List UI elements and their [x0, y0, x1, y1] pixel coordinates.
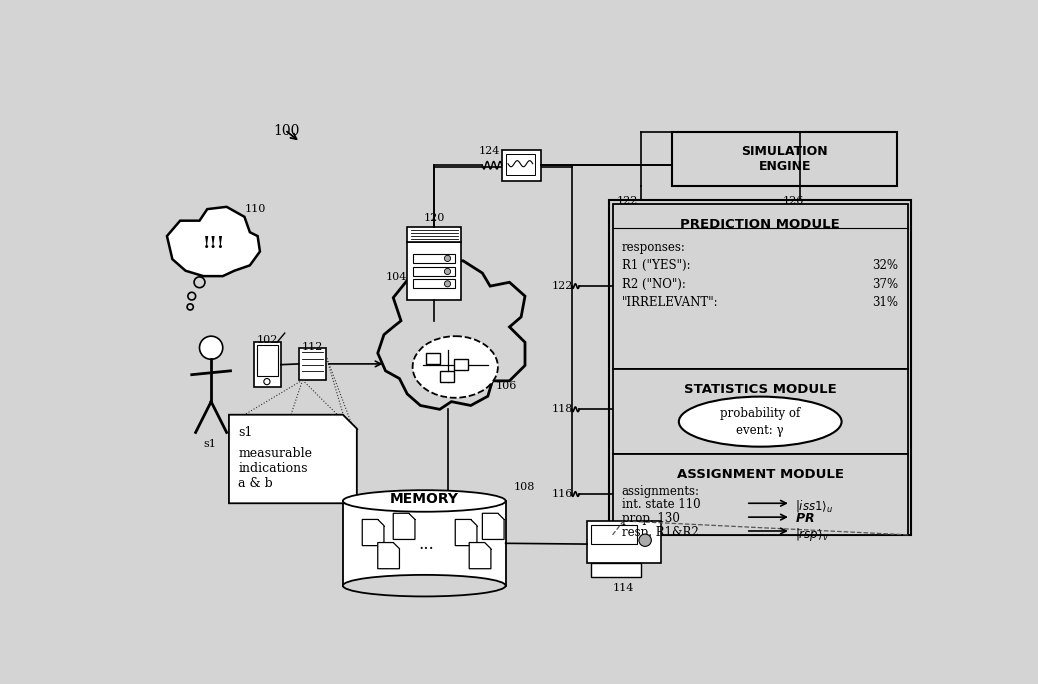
Bar [413, 279, 456, 289]
Bar [407, 227, 462, 242]
Bar [454, 359, 468, 370]
Bar [588, 521, 660, 564]
Text: 116: 116 [552, 488, 574, 499]
Text: 112: 112 [301, 341, 323, 352]
Text: 122: 122 [552, 280, 574, 291]
Bar [256, 345, 278, 376]
Polygon shape [229, 415, 357, 503]
Text: MEMORY: MEMORY [389, 492, 459, 505]
Text: R1 ("YES"):: R1 ("YES"): [622, 259, 690, 272]
Text: SIMULATION
ENGINE: SIMULATION ENGINE [741, 145, 828, 173]
Bar [612, 454, 908, 535]
Polygon shape [378, 542, 400, 568]
Text: 100: 100 [273, 124, 300, 138]
Bar [591, 525, 637, 544]
Bar [407, 242, 462, 300]
Bar [591, 564, 641, 577]
Text: "IRRELEVANT":: "IRRELEVANT": [622, 296, 718, 309]
Bar [612, 204, 908, 369]
Text: 108: 108 [514, 482, 535, 492]
Text: $|rsp\rangle_v$: $|rsp\rangle_v$ [795, 525, 829, 542]
Polygon shape [483, 513, 504, 540]
Text: probability of: probability of [720, 408, 800, 421]
Circle shape [444, 255, 450, 261]
Text: event: γ: event: γ [737, 424, 784, 437]
Text: R2 ("NO"):: R2 ("NO"): [622, 278, 686, 291]
Polygon shape [167, 207, 260, 276]
Text: 104: 104 [385, 272, 407, 282]
Bar [612, 369, 908, 454]
Text: 32%: 32% [873, 259, 899, 272]
Text: 114: 114 [612, 583, 634, 592]
Text: prop. 130: prop. 130 [622, 512, 680, 525]
Bar [506, 154, 535, 175]
Text: s1: s1 [203, 438, 216, 449]
Text: ...: ... [418, 536, 435, 553]
Text: 110: 110 [245, 204, 266, 213]
Bar [413, 254, 456, 263]
Bar [426, 353, 440, 364]
Circle shape [444, 280, 450, 287]
Polygon shape [378, 261, 525, 409]
Bar [413, 267, 456, 276]
Text: !!!: !!! [202, 235, 224, 252]
Bar [673, 132, 897, 186]
Bar [299, 347, 326, 380]
Text: assignments:: assignments: [622, 485, 700, 498]
Circle shape [444, 268, 450, 274]
Text: 102: 102 [257, 334, 278, 345]
Text: 126: 126 [783, 196, 804, 206]
Text: 106: 106 [495, 381, 517, 391]
Polygon shape [393, 513, 415, 540]
Circle shape [639, 534, 651, 547]
Text: 120: 120 [424, 213, 445, 223]
Ellipse shape [679, 397, 842, 447]
Text: PREDICTION MODULE: PREDICTION MODULE [680, 218, 840, 231]
Bar [440, 371, 454, 382]
Polygon shape [456, 519, 476, 546]
Text: $|iss1\rangle_u$: $|iss1\rangle_u$ [795, 498, 834, 514]
Text: 37%: 37% [872, 278, 899, 291]
Text: responses:: responses: [622, 241, 686, 254]
Bar [501, 150, 541, 181]
Bar [608, 200, 911, 535]
Polygon shape [362, 519, 384, 546]
Text: resp. R1&R2: resp. R1&R2 [622, 525, 699, 538]
Circle shape [199, 336, 223, 359]
Text: 124: 124 [479, 146, 500, 156]
Polygon shape [469, 542, 491, 568]
Ellipse shape [413, 336, 498, 398]
Text: $\boldsymbol{PR}$: $\boldsymbol{PR}$ [795, 512, 815, 525]
Text: 31%: 31% [873, 296, 899, 309]
Text: 118: 118 [552, 404, 574, 414]
Bar [253, 342, 281, 387]
Text: 122: 122 [617, 196, 637, 206]
Ellipse shape [343, 490, 506, 512]
Text: STATISTICS MODULE: STATISTICS MODULE [684, 383, 837, 396]
Text: int. state 110: int. state 110 [622, 498, 701, 511]
Text: s1: s1 [239, 425, 252, 438]
Ellipse shape [343, 575, 506, 596]
Bar [343, 501, 506, 586]
Text: measurable
indications
a & b: measurable indications a & b [239, 447, 312, 490]
Text: ASSIGNMENT MODULE: ASSIGNMENT MODULE [677, 468, 844, 481]
